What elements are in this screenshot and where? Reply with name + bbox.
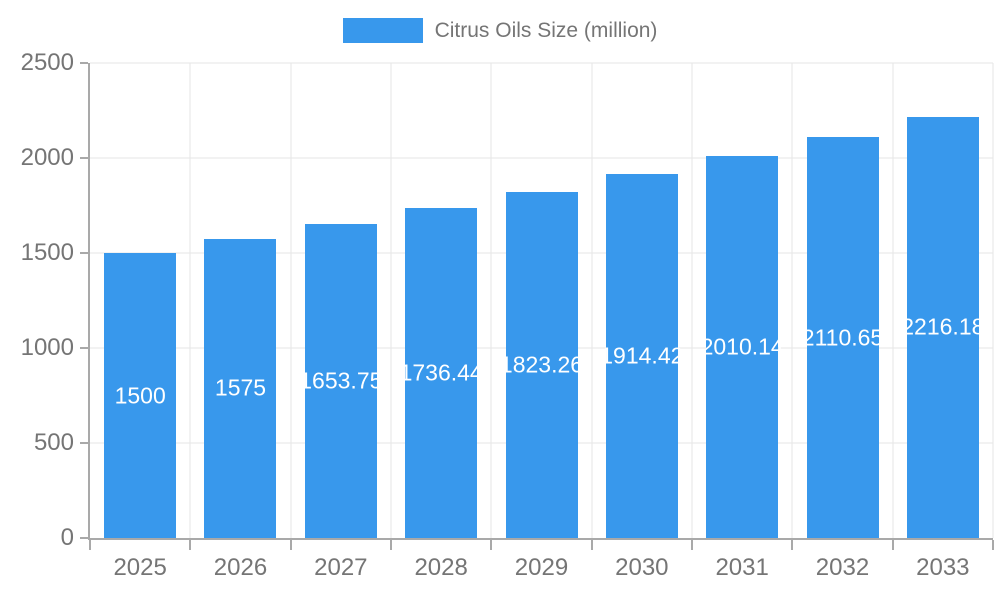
y-tick-label: 1000: [20, 334, 74, 361]
x-tick-label: 2029: [514, 554, 569, 581]
x-gridline: [992, 63, 994, 538]
x-tick-mark: [690, 540, 693, 550]
legend-label[interactable]: Citrus Oils Size (million): [434, 18, 658, 42]
y-gridline: [90, 157, 993, 159]
x-tick-mark: [791, 540, 794, 550]
legend[interactable]: Citrus Oils Size (million): [0, 18, 1000, 43]
x-tick-label: 2025: [113, 554, 167, 581]
x-tick-label: 2031: [715, 554, 769, 581]
bar[interactable]: [605, 174, 678, 538]
x-tick-mark: [389, 540, 392, 550]
y-tick-mark: [80, 157, 88, 159]
x-tick-mark: [992, 540, 994, 550]
x-gridline: [892, 63, 894, 538]
y-tick-label: 2000: [20, 144, 74, 171]
y-tick-label: 2500: [20, 49, 74, 76]
x-gridline: [490, 63, 492, 538]
x-tick-label: 2030: [615, 554, 669, 581]
legend-swatch-icon[interactable]: [342, 18, 423, 43]
x-tick-label: 2028: [414, 554, 468, 581]
y-gridline: [90, 62, 993, 64]
x-tick-label: 2033: [916, 554, 970, 581]
x-tick-label: 2026: [213, 554, 268, 581]
bar[interactable]: [405, 208, 478, 538]
x-tick-mark: [490, 540, 493, 550]
bar[interactable]: [906, 116, 979, 538]
y-tick-mark: [80, 537, 88, 539]
y-tick-label: 500: [33, 429, 74, 456]
x-gridline: [290, 63, 292, 538]
x-tick-mark: [590, 540, 593, 550]
bar[interactable]: [806, 136, 879, 538]
x-gridline: [189, 63, 191, 538]
y-tick-label: 0: [60, 524, 74, 551]
y-tick-mark: [80, 347, 88, 349]
x-gridline: [791, 63, 793, 538]
x-gridline: [691, 63, 693, 538]
y-tick-mark: [80, 442, 88, 444]
plot-area: 0 500 1000 1500 2000 2500 1500 2025 1575 2026 1653…: [21, 51, 994, 580]
y-tick-label: 1500: [20, 239, 74, 266]
x-tick-mark: [189, 540, 192, 550]
x-tick-label: 2027: [314, 554, 368, 581]
bar[interactable]: [204, 238, 277, 538]
y-tick-mark: [80, 62, 88, 64]
x-gridline: [390, 63, 392, 538]
bar[interactable]: [505, 191, 578, 538]
bar[interactable]: [104, 253, 177, 538]
x-tick-mark: [891, 540, 894, 550]
bar[interactable]: [304, 223, 377, 538]
x-gridline: [591, 63, 593, 538]
x-tick-mark: [89, 540, 91, 550]
y-tick-mark: [80, 252, 88, 254]
x-tick-label: 2032: [815, 554, 870, 581]
bar[interactable]: [706, 156, 779, 538]
x-tick-mark: [289, 540, 292, 550]
